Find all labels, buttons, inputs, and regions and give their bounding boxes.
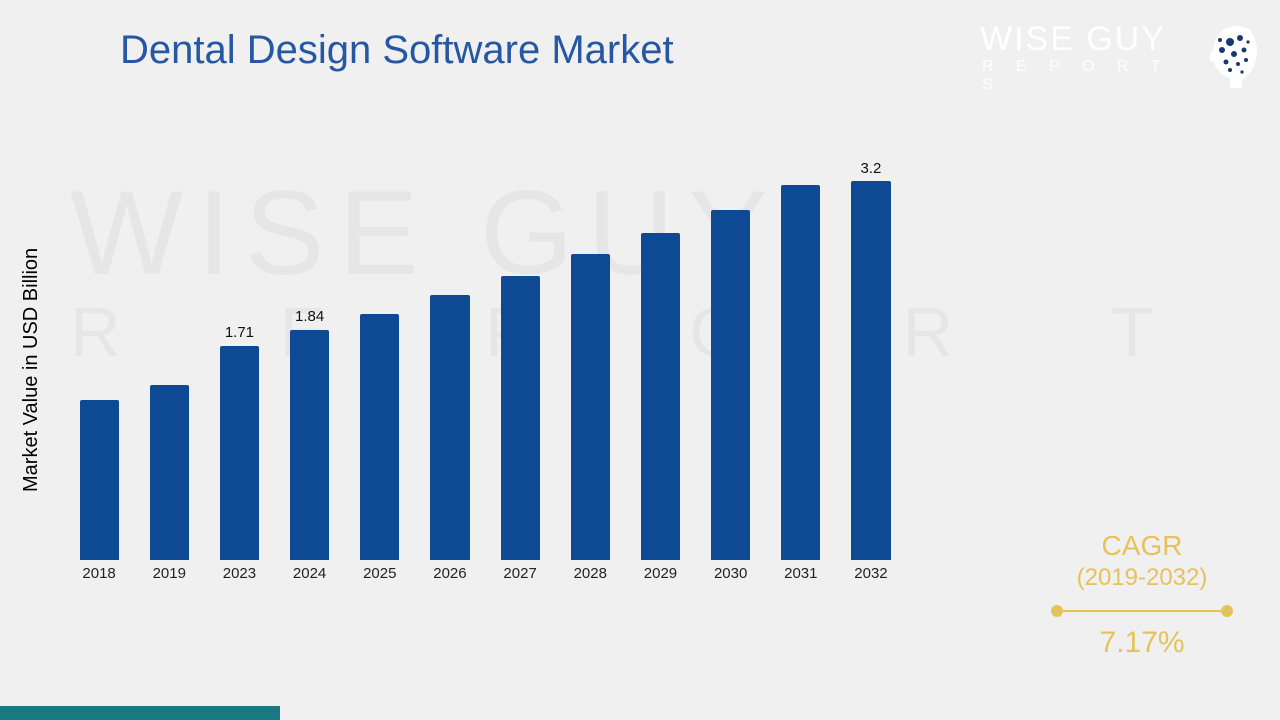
cagr-value: 7.17%	[1032, 626, 1252, 660]
x-axis-tick-label: 2026	[425, 565, 475, 582]
logo-text-main: WISE GUY	[980, 22, 1192, 56]
bar	[290, 330, 329, 560]
bar-slot	[425, 160, 475, 560]
x-axis-tick-label: 2029	[635, 565, 685, 582]
bar-slot	[495, 160, 545, 560]
bar	[360, 314, 399, 560]
bar	[711, 210, 750, 560]
bar-value-label: 1.71	[225, 324, 254, 342]
x-axis-labels: 2018 2019 2023 2024 2025 2026 2027 2028 2029 2030…	[70, 565, 900, 582]
x-axis-tick-label: 2023	[214, 565, 264, 582]
bar-slot: 3.2	[846, 160, 896, 560]
chart-title: Dental Design Software Market	[120, 28, 674, 73]
dotted-head-icon	[1200, 22, 1260, 92]
bar-value-label: 1.84	[295, 308, 324, 326]
x-axis-tick-label: 2027	[495, 565, 545, 582]
bar-value-label: 3.2	[861, 160, 882, 177]
x-axis-tick-label: 2018	[74, 565, 124, 582]
x-axis-tick-label: 2024	[285, 565, 335, 582]
cagr-block: CAGR (2019-2032) 7.17%	[1032, 530, 1252, 660]
bar-slot	[74, 160, 124, 560]
bar-slot: 1.71	[214, 160, 264, 560]
y-axis-label: Market Value in USD Billion	[20, 190, 40, 550]
bar-slot	[776, 160, 826, 560]
brand-logo: WISE GUY R E P O R T S	[980, 22, 1260, 94]
x-axis-tick-label: 2028	[565, 565, 615, 582]
bar	[781, 185, 820, 560]
x-axis-tick-label: 2025	[355, 565, 405, 582]
x-axis-tick-label: 2019	[144, 565, 194, 582]
bar	[430, 295, 469, 560]
cagr-range: (2019-2032)	[1032, 564, 1252, 592]
cagr-divider	[1057, 610, 1227, 612]
bar	[501, 276, 540, 560]
infographic-canvas: WISE GUY R E P O R T S Dental Design Sof…	[0, 0, 1280, 720]
cagr-title: CAGR	[1032, 530, 1252, 562]
bar-slot	[565, 160, 615, 560]
bottom-accent-bar	[0, 706, 280, 720]
bar	[150, 385, 189, 560]
x-axis-tick-label: 2032	[846, 565, 896, 582]
bar	[220, 346, 259, 560]
bar-slot	[635, 160, 685, 560]
bar	[851, 181, 890, 560]
bar-slot	[355, 160, 405, 560]
bar-slot	[706, 160, 756, 560]
bar-chart: 1.711.843.2 2018201920232024202520262027…	[70, 160, 900, 560]
bar	[571, 254, 610, 560]
x-axis-tick-label: 2030	[706, 565, 756, 582]
bar	[80, 400, 119, 560]
bar-slot	[144, 160, 194, 560]
logo-text-sub: R E P O R T S	[982, 58, 1192, 94]
bars-container: 1.71 1.84 3.2	[70, 160, 900, 560]
bar-slot: 1.84	[285, 160, 335, 560]
x-axis-tick-label: 2031	[776, 565, 826, 582]
bar	[641, 233, 680, 561]
